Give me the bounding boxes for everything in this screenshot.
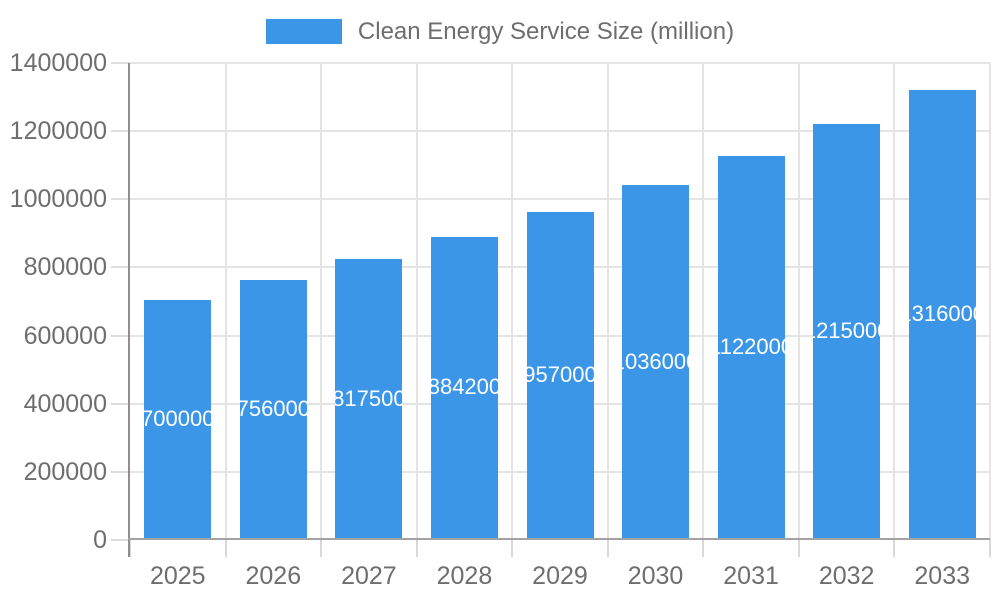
x-tick-mark xyxy=(893,540,896,557)
bar-value-label: 1036000 xyxy=(622,348,689,374)
x-tick-label: 2029 xyxy=(532,562,588,590)
v-gridline xyxy=(320,63,323,540)
legend-item-clean-energy[interactable]: Clean Energy Service Size (million) xyxy=(265,17,735,46)
bar-value-label: 1316000 xyxy=(909,300,976,326)
bar-value-label: 700000 xyxy=(144,405,212,431)
x-tick-mark xyxy=(989,540,991,557)
x-axis-line xyxy=(128,538,990,540)
x-tick-label: 2027 xyxy=(341,562,397,590)
x-tick-mark xyxy=(129,540,131,557)
y-tick-mark xyxy=(111,539,130,541)
x-tick-mark xyxy=(606,540,609,557)
legend-label: Clean Energy Service Size (million) xyxy=(357,17,735,45)
bar[interactable]: 1036000 xyxy=(622,185,690,538)
x-tick-label: 2028 xyxy=(436,562,493,590)
bar-value-label: 756000 xyxy=(239,396,307,422)
y-tick-mark xyxy=(111,62,130,64)
y-tick-mark xyxy=(111,470,130,473)
y-tick-label: 200000 xyxy=(23,457,107,486)
bar[interactable]: 1316000 xyxy=(908,89,976,538)
bar[interactable]: 756000 xyxy=(239,280,307,538)
x-tick-label: 2030 xyxy=(627,562,684,590)
x-tick-mark xyxy=(511,540,514,557)
x-tick-label: 2026 xyxy=(245,562,302,590)
h-gridline xyxy=(130,130,990,133)
x-tick-mark xyxy=(415,540,418,557)
y-tick-label: 400000 xyxy=(23,389,107,418)
h-gridline xyxy=(130,62,990,64)
x-tick-mark xyxy=(702,540,705,557)
bar-value-label: 884200 xyxy=(430,374,498,400)
y-tick-mark xyxy=(111,266,130,269)
y-axis-line xyxy=(128,63,130,557)
v-gridline xyxy=(224,63,227,540)
y-tick-mark xyxy=(111,402,130,405)
legend: Clean Energy Service Size (million) xyxy=(0,18,1000,45)
x-tick-mark xyxy=(320,540,323,557)
y-tick-label: 1400000 xyxy=(9,49,107,77)
h-gridline xyxy=(130,198,990,201)
y-tick-mark xyxy=(111,334,130,337)
bar[interactable]: 957000 xyxy=(526,211,594,538)
x-tick-mark xyxy=(797,540,800,557)
v-gridline xyxy=(989,63,991,540)
bar[interactable]: 700000 xyxy=(144,299,212,538)
v-gridline xyxy=(511,63,514,540)
bar-value-label: 1215000 xyxy=(813,318,880,343)
v-gridline xyxy=(702,63,705,540)
x-tick-label: 2032 xyxy=(818,562,875,590)
bar[interactable]: 1122000 xyxy=(717,155,785,538)
bar[interactable]: 817500 xyxy=(335,259,403,538)
y-tick-label: 1200000 xyxy=(9,117,107,146)
legend-swatch xyxy=(265,19,342,44)
v-gridline xyxy=(606,63,609,540)
bar-value-label: 817500 xyxy=(335,385,403,411)
x-tick-label: 2031 xyxy=(723,562,779,590)
y-tick-label: 800000 xyxy=(23,253,107,282)
v-gridline xyxy=(893,63,896,540)
v-gridline xyxy=(415,63,418,540)
x-tick-mark xyxy=(224,540,227,557)
y-tick-label: 1000000 xyxy=(9,185,107,214)
y-tick-label: 600000 xyxy=(23,321,107,350)
bar[interactable]: 884200 xyxy=(430,236,498,538)
v-gridline xyxy=(797,63,800,540)
x-tick-label: 2025 xyxy=(149,562,206,590)
y-tick-mark xyxy=(111,198,130,201)
y-tick-label: 0 xyxy=(93,526,107,554)
x-tick-label: 2033 xyxy=(914,562,971,590)
bar[interactable]: 1215000 xyxy=(813,124,881,538)
y-tick-mark xyxy=(111,130,130,133)
bar-value-label: 957000 xyxy=(526,361,594,387)
bar-value-label: 1122000 xyxy=(718,333,785,359)
